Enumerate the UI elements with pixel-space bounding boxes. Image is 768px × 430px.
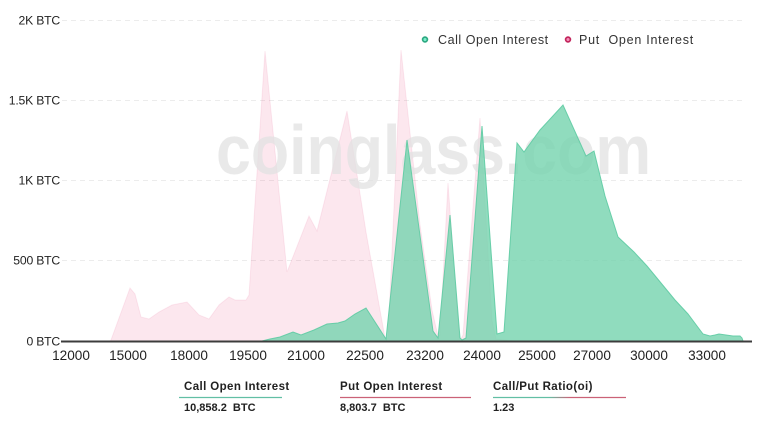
svg-text:Call/Put Ratio(oi): Call/Put Ratio(oi) — [493, 381, 593, 393]
svg-text:30000: 30000 — [630, 348, 668, 363]
svg-text:500 BTC: 500 BTC — [13, 254, 60, 268]
svg-text:27000: 27000 — [573, 348, 611, 363]
svg-text:18000: 18000 — [170, 348, 208, 363]
svg-text:22500: 22500 — [346, 348, 384, 363]
svg-text:Call Open Interest: Call Open Interest — [184, 381, 290, 393]
svg-text:8,803.7 BTC: 8,803.7 BTC — [340, 402, 405, 414]
svg-text:12000: 12000 — [52, 348, 90, 363]
svg-text:21000: 21000 — [287, 348, 325, 363]
svg-text:25000: 25000 — [518, 348, 556, 363]
svg-text:Call Open Interest: Call Open Interest — [438, 33, 549, 47]
svg-text:2K BTC: 2K BTC — [19, 14, 61, 28]
svg-text:1.5K BTC: 1.5K BTC — [9, 94, 61, 108]
svg-text:1.23: 1.23 — [493, 402, 514, 414]
svg-text:1K BTC: 1K BTC — [19, 174, 61, 188]
svg-text:24000: 24000 — [463, 348, 501, 363]
svg-text:10,858.2 BTC: 10,858.2 BTC — [184, 402, 256, 414]
svg-text:33000: 33000 — [688, 348, 726, 363]
svg-text:19500: 19500 — [229, 348, 267, 363]
svg-text:0 BTC: 0 BTC — [26, 335, 60, 349]
svg-text:23200: 23200 — [406, 348, 444, 363]
svg-text:Put Open Interest: Put Open Interest — [340, 381, 443, 393]
svg-text:15000: 15000 — [109, 348, 147, 363]
svg-text:Put Open Interest: Put Open Interest — [579, 33, 694, 47]
